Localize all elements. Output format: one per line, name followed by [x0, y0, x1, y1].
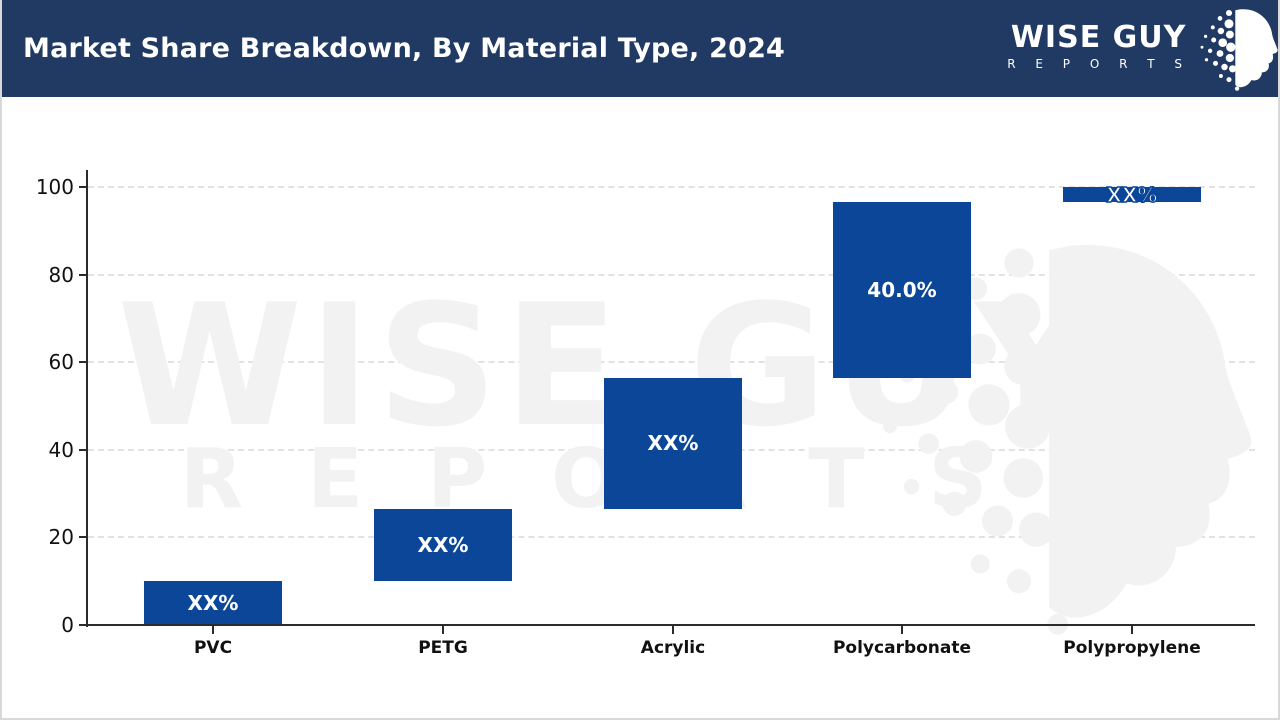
header-bar: Market Share Breakdown, By Material Type… — [2, 0, 1278, 97]
x-axis-label-Polypropylene: Polypropylene — [1063, 638, 1201, 658]
x-axis-label-PVC: PVC — [193, 638, 233, 658]
y-axis-tick-20 — [79, 536, 86, 539]
y-axis-tick-60 — [79, 361, 86, 364]
wiseguy-logo: WISE GUY R E P O R T S — [1007, 0, 1278, 97]
bar-Polycarbonate: 40.0% — [833, 202, 971, 378]
bar-PVC: XX% — [144, 581, 282, 625]
x-axis-label-PETG: PETG — [418, 638, 468, 658]
gridline-100 — [88, 186, 1255, 188]
gridline-80 — [88, 273, 1255, 276]
bar-label-Acrylic: XX% — [647, 431, 699, 456]
x-axis-line — [86, 624, 1255, 626]
y-axis-tick-label-40: 40 — [48, 437, 74, 462]
y-axis-line — [86, 170, 88, 627]
bar-label-Polycarbonate: 40.0% — [867, 277, 937, 302]
y-axis-tick-80 — [79, 273, 86, 276]
bar-label-PVC: XX% — [187, 591, 239, 616]
y-axis-tick-label-0: 0 — [61, 613, 74, 637]
bar-PETG: XX% — [374, 508, 512, 582]
x-axis-tick-Polycarbonate — [901, 626, 903, 634]
gridline-60 — [88, 361, 1255, 364]
wiseguy-head-icon — [1200, 9, 1278, 91]
x-axis-tick-PETG — [442, 626, 444, 634]
y-axis-tick-0 — [79, 624, 86, 626]
y-axis-tick-100 — [79, 186, 86, 188]
x-axis-label-Polycarbonate: Polycarbonate — [832, 638, 972, 658]
bar-Acrylic: XX% — [604, 377, 742, 509]
waterfall-chart: 0 20 40 60 80 100 XX% PVC XX% PETG XX% Acrylic 40.0%… — [2, 97, 1278, 718]
y-axis-tick-40 — [79, 448, 86, 451]
x-axis-tick-PVC — [212, 626, 214, 634]
page-title: Market Share Breakdown, By Material Type… — [23, 33, 786, 64]
x-axis-tick-Polypropylene — [1131, 626, 1133, 634]
x-axis-label-Acrylic: Acrylic — [640, 638, 706, 658]
bar-label-PETG: XX% — [417, 533, 469, 558]
bar-label-Polypropylene: XX% — [1106, 182, 1158, 208]
x-axis-tick-Acrylic — [672, 626, 674, 634]
logo-wordmark: WISE GUY — [1010, 20, 1187, 55]
gridline-20 — [88, 536, 1255, 539]
y-axis-tick-label-20: 20 — [48, 525, 74, 550]
bar-Polypropylene: XX% — [1063, 182, 1201, 207]
logo-text: WISE GUY R E P O R T S — [1007, 20, 1190, 71]
logo-subtitle: R E P O R T S — [1007, 57, 1190, 71]
y-axis-tick-label-100: 100 — [35, 175, 74, 199]
watermark-head-graphic — [883, 244, 1252, 635]
y-axis-tick-label-60: 60 — [48, 350, 74, 375]
y-axis-tick-label-80: 80 — [48, 262, 74, 287]
